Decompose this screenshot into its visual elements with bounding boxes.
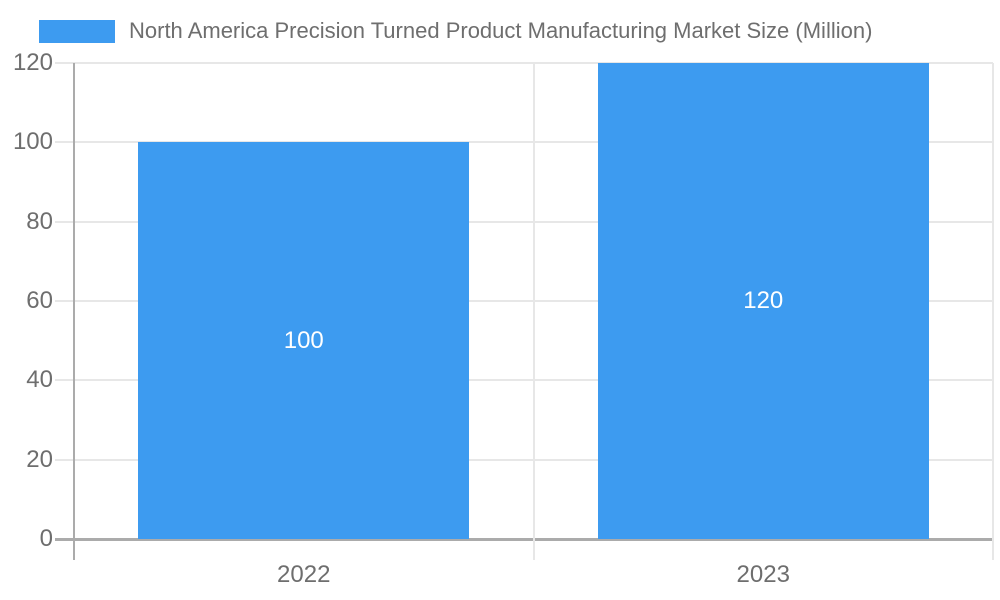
y-tick-label: 40	[26, 366, 53, 394]
y-tick-label: 80	[26, 207, 53, 235]
bar-2023[interactable]	[597, 63, 929, 539]
y-tick-label: 120	[12, 49, 53, 76]
gridline-horizontal	[55, 458, 993, 461]
gridline-vertical	[532, 63, 535, 560]
y-axis-line	[73, 63, 75, 560]
y-tick-label: 20	[26, 445, 53, 473]
gridline-horizontal	[55, 379, 993, 382]
gridline-vertical	[992, 63, 994, 560]
legend-item[interactable]: North America Precision Turned Product M…	[39, 18, 872, 44]
legend-label: North America Precision Turned Product M…	[129, 18, 873, 43]
gridline-horizontal	[55, 220, 993, 223]
gridline-horizontal	[55, 300, 993, 302]
y-tick-label: 0	[39, 525, 53, 552]
gridline-horizontal	[55, 141, 993, 144]
y-tick-label: 60	[26, 287, 53, 314]
gridline-horizontal	[55, 62, 993, 64]
y-tick-label: 100	[12, 128, 53, 156]
legend-swatch	[39, 19, 115, 43]
x-tick-label: 2023	[736, 561, 790, 588]
x-tick-label: 2022	[277, 561, 331, 588]
bar-2022[interactable]	[138, 142, 470, 539]
x-axis-baseline	[55, 537, 993, 541]
